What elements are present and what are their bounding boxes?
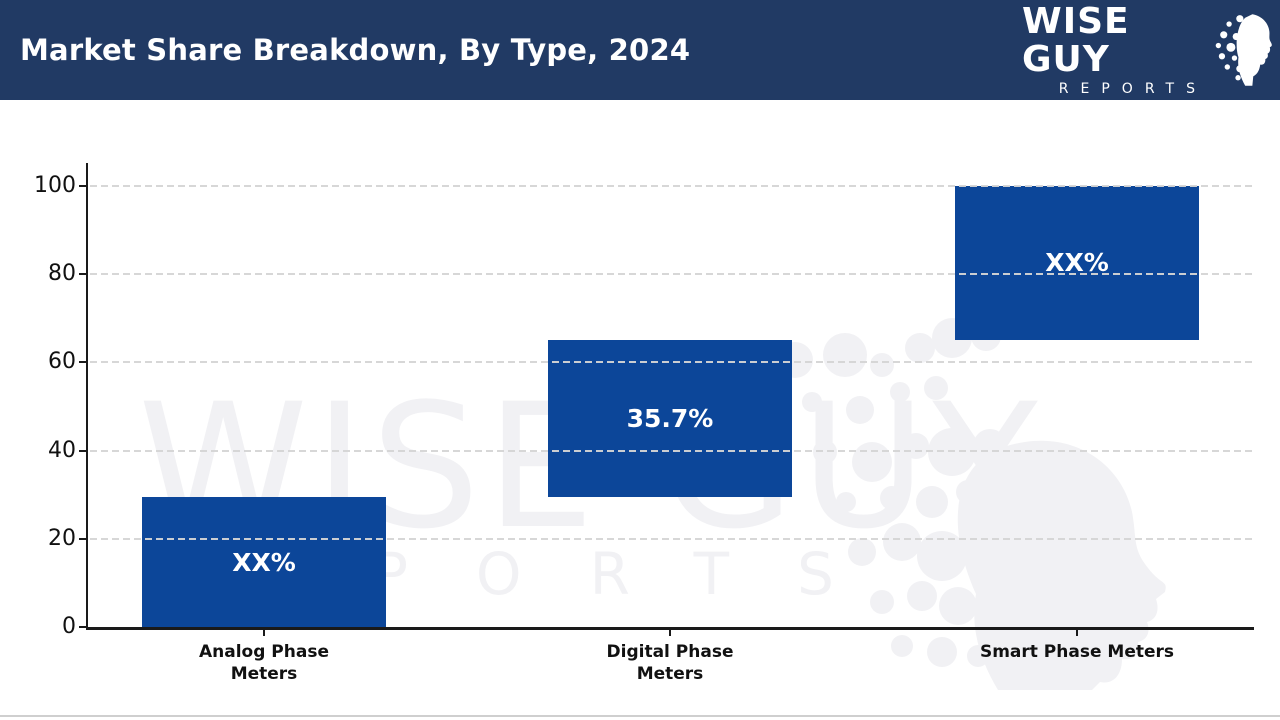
gridline [90, 537, 1254, 540]
x-axis-category-label: Smart Phase Meters [979, 642, 1175, 662]
y-axis-tick-label: 0 [62, 614, 76, 639]
chart-title: Market Share Breakdown, By Type, 2024 [20, 33, 691, 67]
x-axis-tick [669, 630, 671, 636]
wiseguy-logo-text: WISE GUY REPORTS [1022, 1, 1209, 98]
y-axis-tick [79, 185, 86, 187]
footer-divider [0, 715, 1280, 717]
header-banner: Market Share Breakdown, By Type, 2024 WI… [0, 0, 1280, 100]
wiseguy-logo-subtitle: REPORTS [1058, 81, 1207, 97]
wiseguy-logo: WISE GUY REPORTS [1022, 1, 1272, 98]
bar-segment: XX% [955, 186, 1199, 340]
y-axis-tick [79, 449, 86, 452]
wiseguy-logo-wordmark: WISE GUY [1022, 1, 1130, 80]
bar-segment: XX% [142, 497, 386, 627]
gridline [90, 273, 1254, 276]
y-axis-tick [79, 537, 86, 540]
wiseguy-face-logo-icon [1215, 14, 1272, 86]
y-axis-tick-label: 80 [48, 261, 76, 287]
x-axis-tick [263, 630, 265, 636]
x-axis-line [86, 627, 1254, 630]
x-axis-category-label: Digital Phase Meters [606, 642, 734, 684]
y-axis-tick-label: 100 [34, 173, 76, 198]
gridline [90, 185, 1254, 187]
bar-segment: 35.7% [548, 339, 792, 498]
bar-value-label: XX% [1045, 248, 1109, 278]
y-axis-tick-label: 20 [48, 525, 76, 551]
bar-value-label: 35.7% [626, 404, 714, 434]
y-axis-tick-label: 40 [48, 437, 76, 463]
y-axis-tick [79, 361, 86, 364]
plot-area: XX% 35.7% XX% 0 20 40 60 80 100 Analog Phase Met… [34, 163, 1254, 684]
x-axis-category-label: Analog Phase Meters [198, 642, 329, 684]
y-axis-line [86, 163, 88, 629]
gridline [90, 361, 1254, 364]
gridline [90, 449, 1254, 452]
y-axis-tick [79, 273, 86, 276]
chart-canvas: WISE GUY REPORTS XX% 35.7% XX% 0 20 40 60 80 10… [0, 100, 1280, 720]
y-axis-tick-label: 60 [48, 349, 76, 375]
y-axis-tick [79, 626, 86, 628]
x-axis-tick [1076, 630, 1078, 636]
bar-value-label: XX% [232, 547, 296, 577]
